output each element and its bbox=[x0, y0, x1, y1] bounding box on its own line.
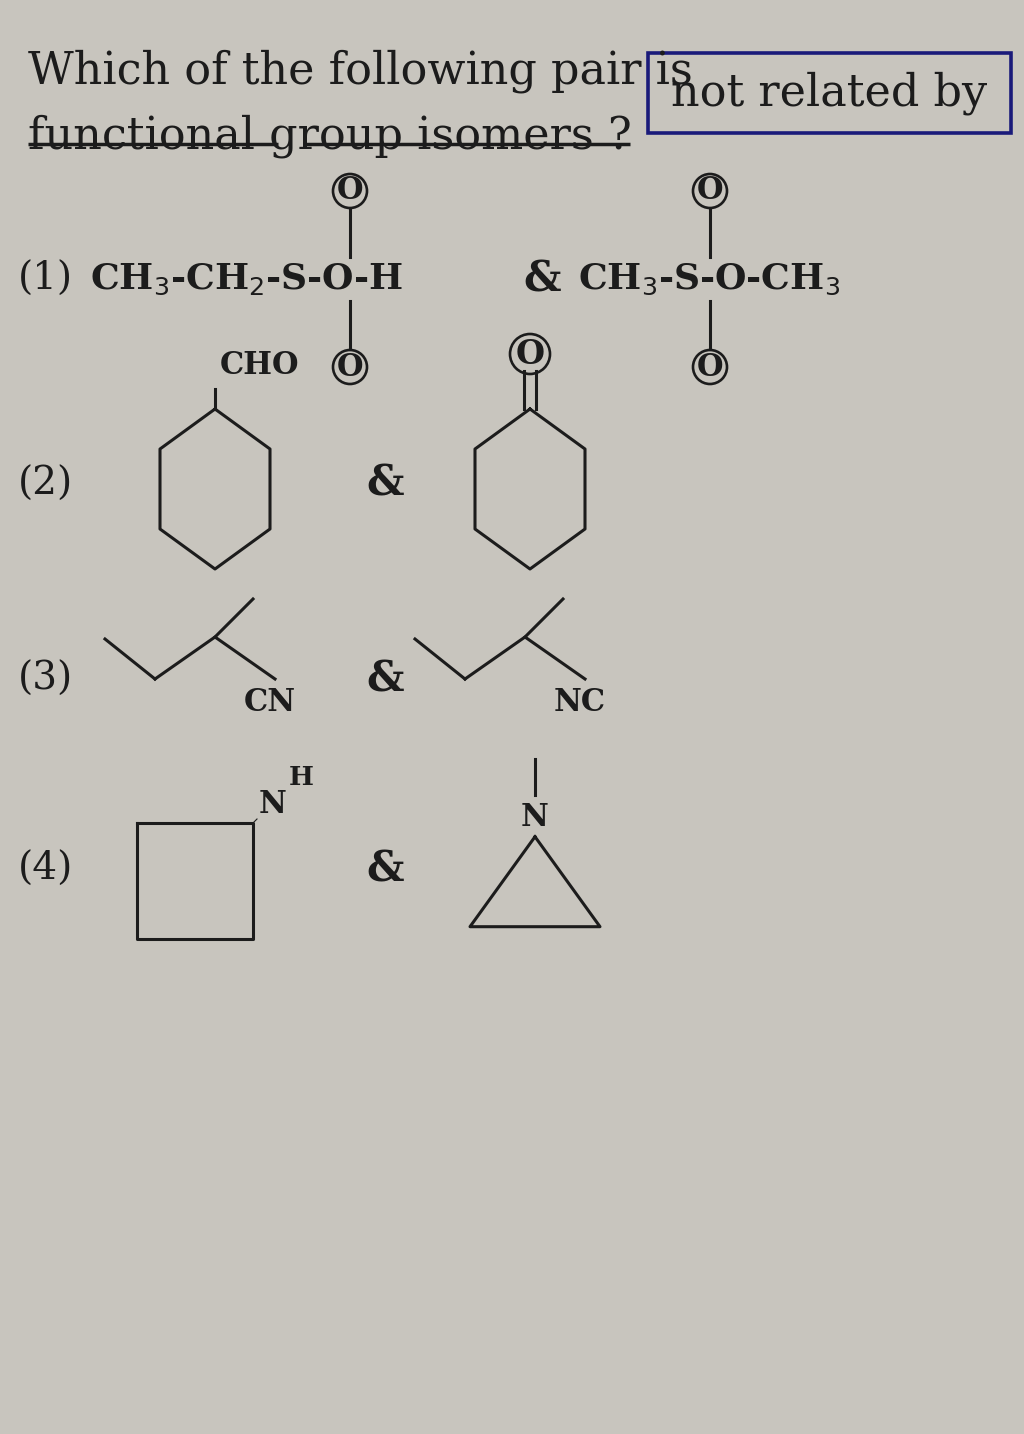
Text: H: H bbox=[289, 764, 314, 790]
Text: &: & bbox=[367, 658, 403, 700]
Text: (3): (3) bbox=[18, 661, 74, 697]
Text: (1): (1) bbox=[18, 261, 73, 297]
Text: CH$_3$-S-O-CH$_3$: CH$_3$-S-O-CH$_3$ bbox=[578, 261, 840, 297]
Text: &: & bbox=[523, 258, 561, 300]
Text: Which of the following pair is: Which of the following pair is bbox=[28, 49, 693, 93]
Text: not related by: not related by bbox=[672, 72, 987, 115]
Text: (2): (2) bbox=[18, 466, 74, 502]
Text: O: O bbox=[337, 175, 364, 206]
Text: N: N bbox=[521, 802, 549, 833]
Text: O: O bbox=[337, 351, 364, 383]
Text: CHO: CHO bbox=[220, 350, 299, 381]
Text: O: O bbox=[696, 351, 723, 383]
Text: N: N bbox=[259, 789, 287, 820]
Text: O: O bbox=[515, 337, 545, 370]
Text: NC: NC bbox=[554, 687, 606, 718]
Text: &: & bbox=[367, 463, 403, 505]
Text: functional group isomers ?: functional group isomers ? bbox=[28, 113, 632, 158]
Text: O: O bbox=[696, 175, 723, 206]
Text: CN: CN bbox=[244, 687, 296, 718]
Text: CH$_3$-CH$_2$-S-O-H: CH$_3$-CH$_2$-S-O-H bbox=[90, 261, 402, 297]
Text: &: & bbox=[367, 847, 403, 891]
Text: (4): (4) bbox=[18, 850, 74, 888]
